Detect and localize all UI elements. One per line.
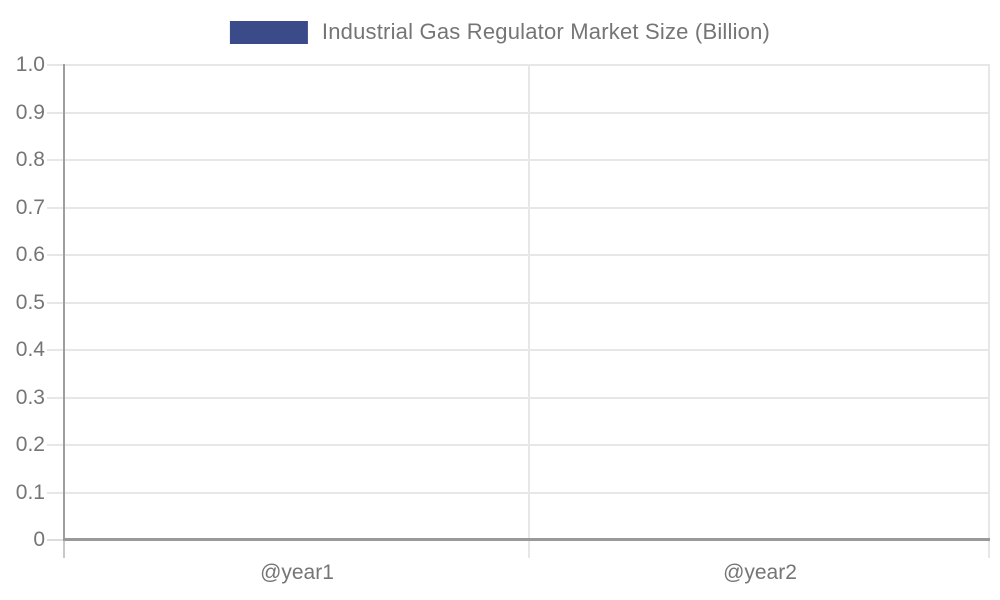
gridline-h [47,491,990,494]
gridline-h [47,444,990,446]
gridline-h [47,159,990,161]
gridline-h [47,349,990,351]
y-axis-tick-label: 0.2 [15,433,45,456]
y-axis-tick-label: 0.9 [15,100,45,124]
gridline-h [47,64,990,66]
y-axis-tick-label: 0.4 [15,338,45,361]
gridline-h [47,111,990,114]
legend-item[interactable]: Industrial Gas Regulator Market Size (Bi… [229,19,771,45]
legend-label: Industrial Gas Regulator Market Size (Bi… [321,19,771,44]
y-axis-tick-label: 0.1 [15,480,45,504]
x-axis-label-year2: @year2 [723,561,797,584]
gridline-h [47,254,990,256]
y-axis-tick-label: 0.8 [15,148,45,171]
y-axis-tick-label: 0 [33,528,45,551]
y-axis-tick-label: 0.3 [15,385,45,409]
x-axis-line [63,538,990,541]
gridline-h [47,206,990,209]
zero-tick [47,539,64,541]
legend-swatch-icon [229,20,308,44]
gridline-h [47,301,990,304]
x-axis-label-year1: @year1 [260,561,334,584]
y-axis-tick-label: 0.5 [15,290,45,314]
y-axis-tick-label: 0.7 [15,195,45,219]
gridline-v [528,64,530,558]
y-axis-line [63,64,65,541]
y-axis-tick-label: 0.6 [15,243,45,266]
y-axis-tick [63,541,65,558]
gridline-v [988,64,990,558]
y-axis-tick-label: 1.0 [15,53,45,76]
gridline-h [47,396,990,399]
